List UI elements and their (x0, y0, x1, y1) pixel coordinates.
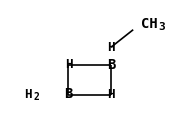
Text: H: H (107, 88, 115, 101)
Text: H: H (24, 88, 31, 101)
Text: 2: 2 (33, 92, 39, 102)
Text: B: B (107, 58, 115, 72)
Text: H: H (65, 58, 72, 71)
Text: CH: CH (141, 17, 157, 31)
Text: B: B (64, 87, 73, 102)
Text: H: H (107, 41, 115, 54)
Text: 3: 3 (158, 22, 165, 32)
